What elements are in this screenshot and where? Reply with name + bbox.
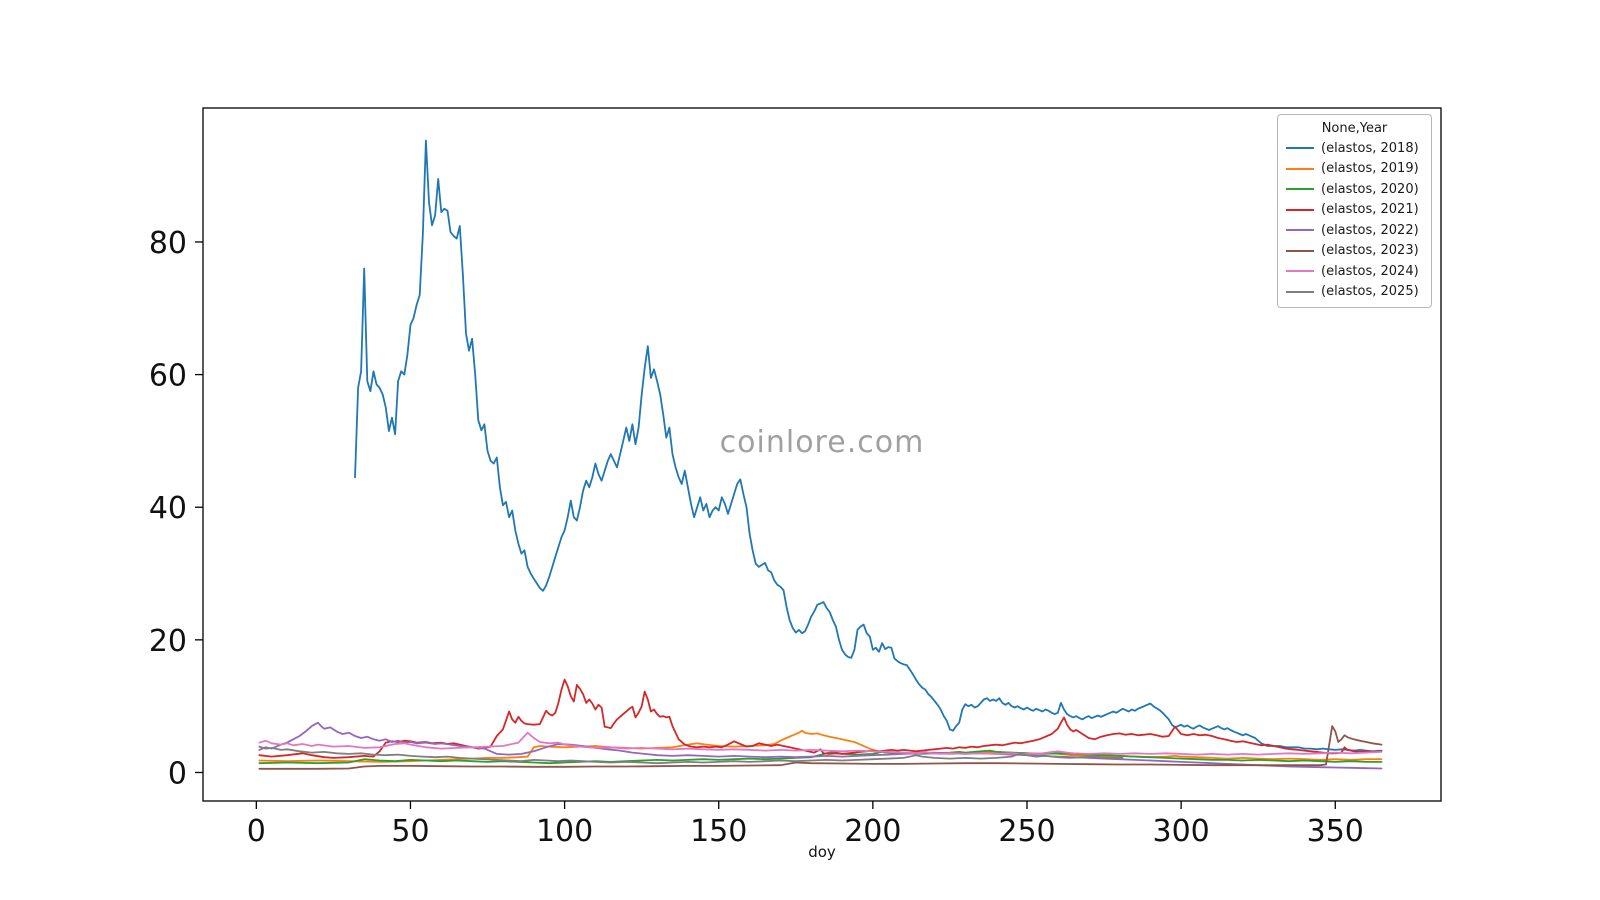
legend-line-swatch — [1286, 208, 1314, 211]
legend-rows: (elastos, 2018) (elastos, 2019) (elastos, … — [1286, 138, 1423, 302]
legend-label: (elastos, 2022) — [1321, 222, 1419, 238]
legend-item: (elastos, 2024) — [1286, 261, 1423, 282]
legend-label: (elastos, 2021) — [1321, 202, 1419, 218]
y-tick-label: 80 — [149, 226, 187, 261]
legend-line-swatch — [1286, 147, 1314, 150]
x-axis-label: doy — [808, 843, 836, 861]
legend: None,Year (elastos, 2018) (elastos, 2019)… — [1277, 114, 1432, 308]
legend-line-swatch — [1286, 167, 1314, 170]
legend-label: (elastos, 2024) — [1321, 263, 1419, 279]
plot-border — [202, 107, 1442, 802]
series-line-2025 — [258, 745, 1124, 765]
legend-item: (elastos, 2019) — [1286, 159, 1423, 180]
y-tick-label: 0 — [168, 756, 187, 791]
legend-item: (elastos, 2023) — [1286, 241, 1423, 262]
legend-item: (elastos, 2021) — [1286, 200, 1423, 221]
x-tick-label: 200 — [844, 814, 901, 849]
legend-label: (elastos, 2018) — [1321, 140, 1419, 156]
legend-line-swatch — [1286, 188, 1314, 191]
legend-label: (elastos, 2020) — [1321, 181, 1419, 197]
series-line-2018 — [354, 139, 1383, 753]
series-line-2021 — [258, 678, 1383, 759]
series-line-2019 — [258, 729, 1383, 763]
series-line-2020 — [258, 749, 1383, 765]
y-tick-label: 60 — [149, 359, 187, 394]
legend-label: (elastos, 2019) — [1321, 161, 1419, 177]
series-line-2023 — [258, 725, 1383, 770]
legend-line-swatch — [1286, 290, 1314, 293]
legend-label: (elastos, 2023) — [1321, 243, 1419, 259]
x-tick-label: 300 — [1152, 814, 1209, 849]
legend-item: (elastos, 2025) — [1286, 282, 1423, 303]
legend-line-swatch — [1286, 249, 1314, 252]
legend-item: (elastos, 2018) — [1286, 138, 1423, 159]
x-tick-label: 150 — [690, 814, 747, 849]
x-tick-label: 250 — [998, 814, 1055, 849]
series-line-2024 — [258, 731, 1383, 756]
legend-line-swatch — [1286, 270, 1314, 273]
legend-line-swatch — [1286, 229, 1314, 232]
x-tick-label: 50 — [391, 814, 429, 849]
legend-item: (elastos, 2020) — [1286, 179, 1423, 200]
y-tick-label: 20 — [149, 624, 187, 659]
x-tick-label: 100 — [536, 814, 593, 849]
series-line-2022 — [258, 721, 1383, 770]
x-tick-label: 0 — [247, 814, 266, 849]
legend-item: (elastos, 2022) — [1286, 220, 1423, 241]
legend-title: None,Year — [1321, 121, 1388, 136]
watermark: coinlore.com — [719, 425, 925, 460]
x-tick-label: 350 — [1307, 814, 1364, 849]
legend-label: (elastos, 2025) — [1321, 284, 1419, 300]
y-tick-label: 40 — [149, 491, 187, 526]
